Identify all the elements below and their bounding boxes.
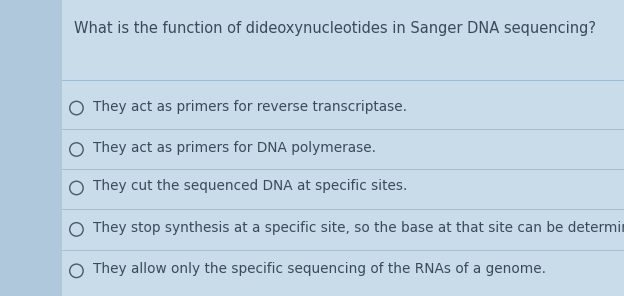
Text: They stop synthesis at a specific site, so the base at that site can be determin: They stop synthesis at a specific site, … [94,221,624,235]
Text: They act as primers for reverse transcriptase.: They act as primers for reverse transcri… [94,99,407,114]
Text: They cut the sequenced DNA at specific sites.: They cut the sequenced DNA at specific s… [94,179,407,194]
Text: They act as primers for DNA polymerase.: They act as primers for DNA polymerase. [94,141,376,155]
Text: What is the function of dideoxynucleotides in Sanger DNA sequencing?: What is the function of dideoxynucleotid… [74,21,596,36]
Text: They allow only the specific sequencing of the RNAs of a genome.: They allow only the specific sequencing … [94,262,546,276]
